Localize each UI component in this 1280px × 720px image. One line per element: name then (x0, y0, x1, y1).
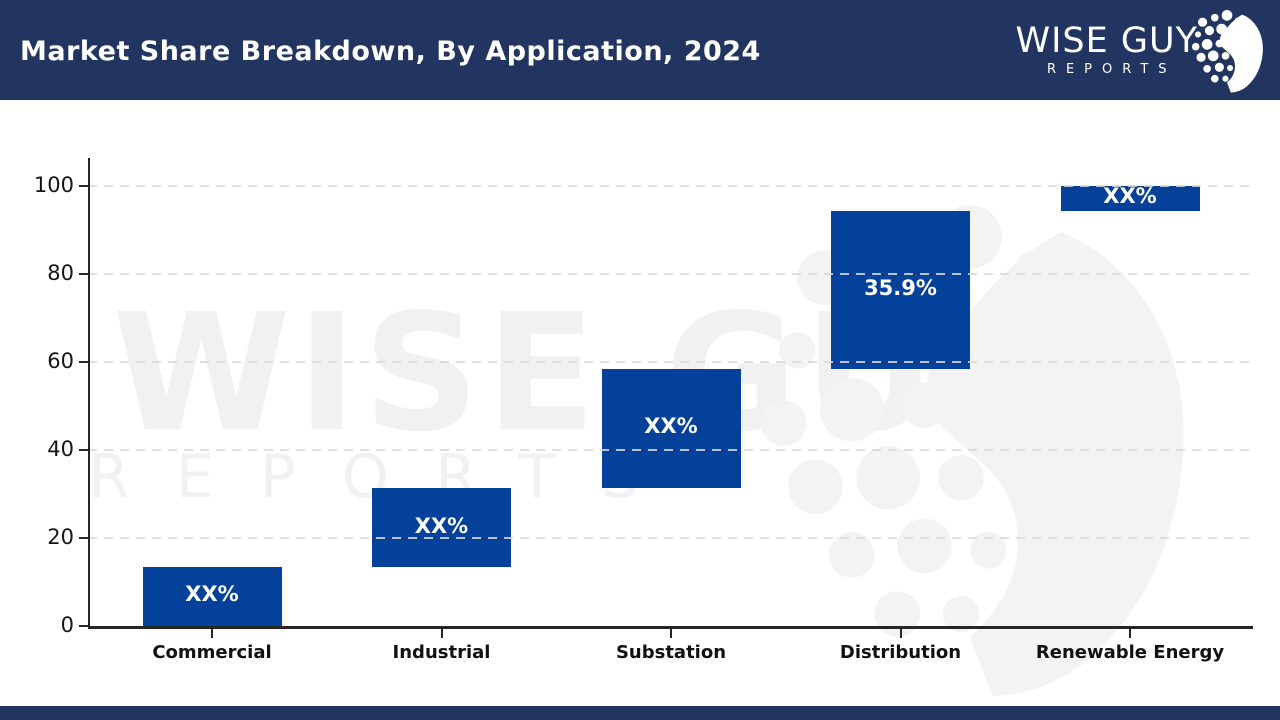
x-tick-label: Substation (615, 642, 727, 663)
y-tick (79, 536, 88, 539)
x-tick (440, 629, 443, 638)
bar-label: XX% (185, 582, 239, 607)
brand-name: WISE GUY (1015, 21, 1198, 61)
footer-bar (0, 706, 1280, 720)
x-tick-label: Commercial (152, 642, 272, 663)
bar-label: XX% (644, 414, 698, 439)
head-profile-icon (1191, 10, 1263, 93)
x-tick (670, 629, 672, 638)
x-tick-label: Industrial (392, 642, 491, 663)
brand-subname: REPORTS (1046, 62, 1177, 77)
x-axis-spine (88, 626, 1253, 629)
brand-logo: WISE GUY REPORTS (1006, 6, 1266, 96)
y-tick (79, 184, 88, 187)
y-tick (79, 360, 88, 363)
page-title: Market Share Breakdown, By Application, … (20, 36, 761, 67)
chart-area: WISE GUY REPORTS 0 20 40 60 80 100 XX% Commerci… (0, 100, 1280, 706)
y-tick (79, 625, 88, 627)
x-tick-label: Distribution (839, 642, 962, 663)
y-tick-label: 20 (47, 524, 74, 549)
watermark-subtext: REPORTS (88, 442, 686, 512)
y-tick-label: 80 (47, 260, 74, 285)
bar-segment (142, 566, 282, 626)
gridline (88, 536, 1253, 539)
x-tick (1129, 629, 1131, 638)
gridline (88, 184, 1253, 187)
gridline (88, 272, 1253, 275)
bar-segment (831, 210, 970, 369)
bar-segment (601, 368, 741, 489)
y-tick-label: 0 (60, 613, 74, 637)
gridline (88, 448, 1253, 451)
brand-logo-text: WISE GUY REPORTS (1015, 22, 1198, 77)
y-tick (79, 272, 88, 275)
bar-label: 35.9% (864, 275, 937, 300)
bar-segment (372, 488, 511, 567)
y-axis-spine (88, 158, 90, 628)
y-tick (79, 448, 88, 451)
bar-segment (1060, 185, 1200, 211)
y-tick-label: 100 (33, 172, 74, 197)
y-tick-label: 60 (47, 348, 74, 373)
bar-label: XX% (414, 513, 469, 538)
x-tick-label: Renewable Energy (1035, 642, 1225, 663)
y-tick-label: 40 (47, 436, 74, 461)
x-tick (211, 629, 213, 638)
gridline (88, 360, 1253, 363)
x-tick (899, 629, 902, 638)
bar-label: XX% (1103, 184, 1157, 209)
header-bar: Market Share Breakdown, By Application, … (0, 0, 1280, 100)
